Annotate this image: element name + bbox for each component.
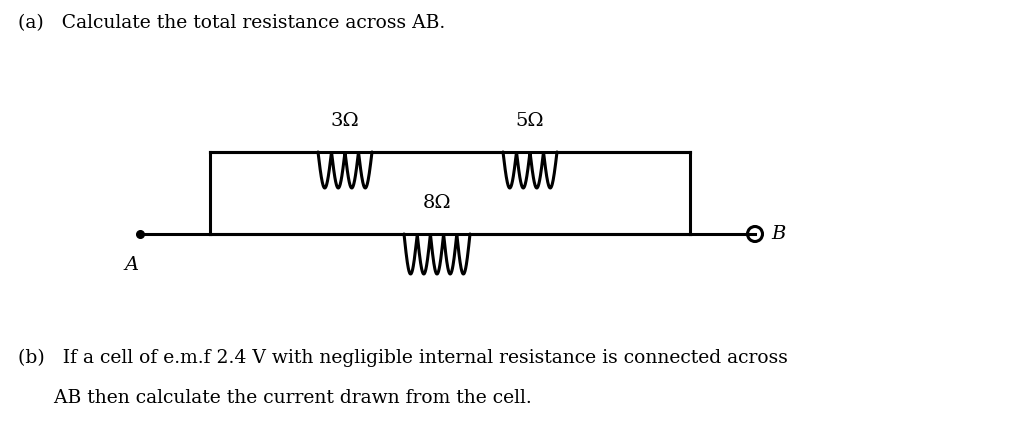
Text: 8Ω: 8Ω [423,194,452,212]
Text: 3Ω: 3Ω [331,112,359,130]
Text: A: A [125,256,139,274]
Text: AB then calculate the current drawn from the cell.: AB then calculate the current drawn from… [18,389,531,407]
Text: (a)   Calculate the total resistance across AB.: (a) Calculate the total resistance acros… [18,14,445,32]
Text: 5Ω: 5Ω [516,112,545,130]
Text: (b)   If a cell of e.m.f 2.4 V with negligible internal resistance is connected : (b) If a cell of e.m.f 2.4 V with neglig… [18,349,787,367]
Text: B: B [771,225,785,243]
